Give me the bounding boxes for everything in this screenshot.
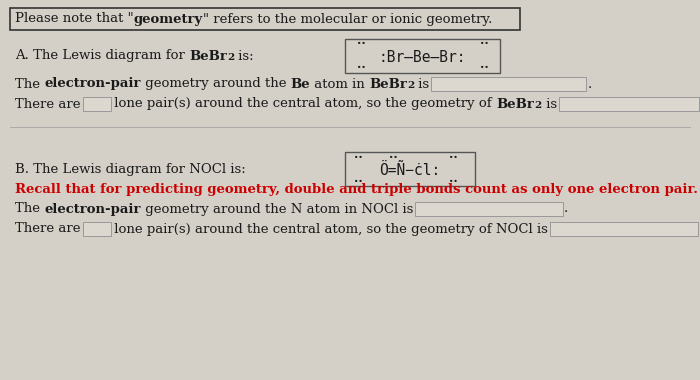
Text: geometry around the N atom in NOCl is: geometry around the N atom in NOCl is (141, 203, 413, 215)
FancyBboxPatch shape (415, 202, 563, 216)
FancyBboxPatch shape (550, 222, 699, 236)
Text: ··: ·· (354, 150, 363, 163)
Text: A. The Lewis diagram for: A. The Lewis diagram for (15, 49, 189, 62)
Text: ··: ·· (480, 38, 489, 51)
Text: is: is (414, 78, 429, 90)
Text: ··: ·· (389, 150, 398, 163)
Text: ··: ·· (356, 62, 365, 74)
Text: atom in: atom in (310, 78, 369, 90)
Text: ··: ·· (449, 174, 457, 187)
FancyBboxPatch shape (83, 222, 111, 236)
Text: Ö=Ñ−ċl:: Ö=Ñ−ċl: (379, 163, 440, 177)
Text: The: The (15, 203, 44, 215)
FancyBboxPatch shape (10, 8, 520, 30)
Text: There are: There are (15, 223, 80, 236)
Text: The: The (15, 78, 44, 90)
Text: BeBr: BeBr (369, 78, 407, 90)
Text: Recall that for predicting geometry, double and triple bonds count as only one e: Recall that for predicting geometry, dou… (15, 182, 698, 195)
FancyBboxPatch shape (345, 39, 500, 73)
Text: ··: ·· (480, 62, 489, 74)
Text: Be: Be (290, 78, 310, 90)
Text: " refers to the molecular or ionic geometry.: " refers to the molecular or ionic geome… (203, 13, 492, 25)
FancyBboxPatch shape (345, 152, 475, 186)
Text: BeBr: BeBr (496, 98, 534, 111)
FancyBboxPatch shape (83, 97, 111, 111)
Text: Please note that ": Please note that " (15, 13, 134, 25)
Text: is: is (542, 98, 557, 111)
Text: 2: 2 (534, 101, 542, 111)
Text: geometry: geometry (134, 13, 203, 25)
Text: geometry around the: geometry around the (141, 78, 290, 90)
Text: electron-pair: electron-pair (44, 78, 141, 90)
FancyBboxPatch shape (559, 97, 699, 111)
FancyBboxPatch shape (431, 77, 587, 91)
Text: lone pair(s) around the central atom, so the geometry of: lone pair(s) around the central atom, so… (111, 98, 496, 111)
Text: .: . (587, 78, 592, 90)
Text: 2: 2 (227, 54, 235, 62)
Text: is:: is: (234, 49, 254, 62)
Text: BeBr: BeBr (189, 49, 227, 62)
Text: ··: ·· (449, 150, 457, 163)
Text: There are: There are (15, 98, 80, 111)
Text: .: . (564, 203, 568, 215)
Text: 2: 2 (407, 81, 414, 90)
Text: electron-pair: electron-pair (44, 203, 141, 215)
Text: ··: ·· (356, 38, 365, 51)
Text: lone pair(s) around the central atom, so the geometry of NOCl is: lone pair(s) around the central atom, so… (111, 223, 548, 236)
Text: ··: ·· (354, 174, 363, 187)
Text: B. The Lewis diagram for NOCl is:: B. The Lewis diagram for NOCl is: (15, 163, 246, 176)
Text: :Br—Be—Br:: :Br—Be—Br: (379, 49, 466, 65)
